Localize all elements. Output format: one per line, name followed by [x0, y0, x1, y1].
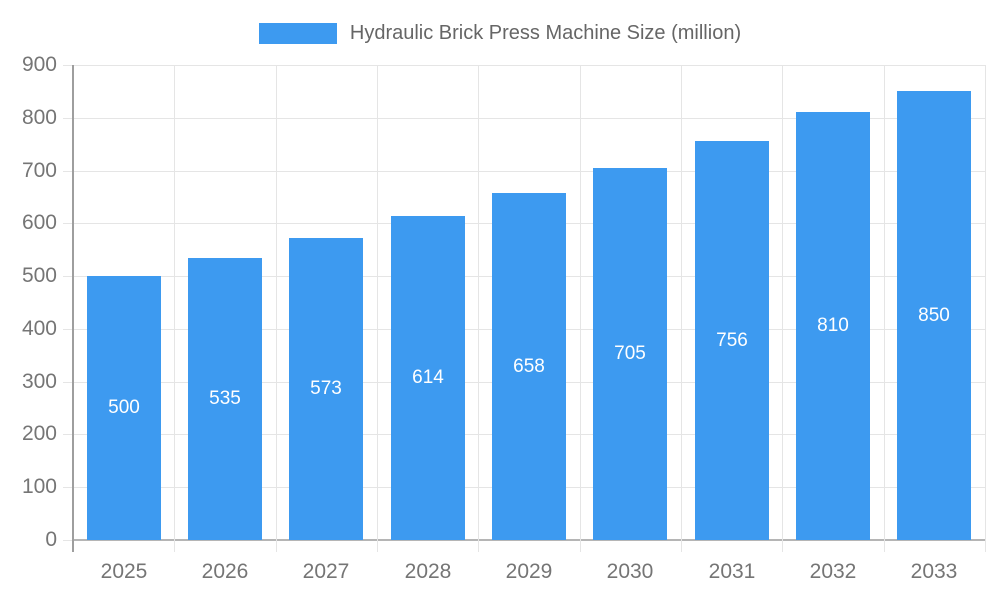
- gridline-vertical: [478, 65, 479, 552]
- y-axis-tick: [63, 223, 73, 224]
- y-axis-tick: [63, 329, 73, 330]
- gridline-vertical: [681, 65, 682, 552]
- x-axis-label: 2025: [100, 560, 148, 583]
- x-axis-line: [73, 539, 985, 541]
- y-axis-tick: [63, 540, 73, 541]
- y-axis-tick: [63, 118, 73, 119]
- gridline-horizontal: [73, 118, 985, 119]
- bar-2031[interactable]: [695, 141, 769, 540]
- x-axis-label: 2033: [910, 560, 958, 583]
- bar-2026[interactable]: [188, 258, 262, 540]
- y-axis-label: 600: [21, 211, 57, 234]
- y-axis-line: [72, 65, 74, 552]
- gridline-vertical: [174, 65, 175, 552]
- bar-value-label: 810: [817, 315, 849, 336]
- gridline-horizontal: [73, 171, 985, 172]
- bar-2028[interactable]: [391, 216, 465, 540]
- y-axis-label: 900: [21, 53, 57, 76]
- bar-value-label: 705: [614, 343, 646, 364]
- legend-swatch[interactable]: [258, 22, 337, 44]
- x-axis-label: 2027: [302, 560, 350, 583]
- y-axis-tick: [63, 171, 73, 172]
- y-axis-label: 700: [21, 159, 57, 182]
- y-axis-label: 800: [21, 106, 57, 129]
- y-axis-label: 300: [21, 370, 57, 393]
- bar-value-label: 614: [412, 367, 444, 388]
- y-axis-tick: [63, 487, 73, 488]
- gridline-vertical: [377, 65, 378, 552]
- gridline-vertical: [580, 65, 581, 552]
- bar-2032[interactable]: [796, 112, 870, 540]
- bar-2033[interactable]: [897, 91, 971, 540]
- y-axis-tick: [63, 65, 73, 66]
- x-axis-label: 2028: [404, 560, 452, 583]
- gridline-vertical: [884, 65, 885, 552]
- bar-2029[interactable]: [492, 193, 566, 540]
- y-axis-tick: [63, 382, 73, 383]
- gridline-vertical: [276, 65, 277, 552]
- bar-2025[interactable]: [87, 276, 161, 540]
- gridline-vertical: [985, 65, 986, 552]
- y-axis-label: 0: [45, 528, 57, 551]
- x-axis-label: 2029: [505, 560, 553, 583]
- bar-value-label: 573: [310, 378, 342, 399]
- bar-value-label: 756: [716, 330, 748, 351]
- gridline-vertical: [782, 65, 783, 552]
- x-axis-label: 2031: [708, 560, 756, 583]
- y-axis-tick: [63, 276, 73, 277]
- y-axis-label: 400: [21, 317, 57, 340]
- y-axis-label: 200: [21, 422, 57, 445]
- legend-label: Hydraulic Brick Press Machine Size (mill…: [349, 21, 742, 44]
- bar-value-label: 500: [108, 397, 140, 418]
- y-axis-label: 500: [21, 264, 57, 287]
- bar-2030[interactable]: [593, 168, 667, 540]
- chart-legend[interactable]: Hydraulic Brick Press Machine Size (mill…: [0, 18, 1000, 48]
- gridline-horizontal: [73, 65, 985, 66]
- x-axis-label: 2030: [606, 560, 654, 583]
- y-axis-tick: [63, 434, 73, 435]
- bar-value-label: 658: [513, 356, 545, 377]
- y-axis-label: 100: [21, 475, 57, 498]
- bar-2027[interactable]: [289, 238, 363, 540]
- bar-value-label: 535: [209, 388, 241, 409]
- x-axis-label: 2032: [809, 560, 857, 583]
- bar-value-label: 850: [918, 305, 950, 326]
- x-axis-label: 2026: [201, 560, 249, 583]
